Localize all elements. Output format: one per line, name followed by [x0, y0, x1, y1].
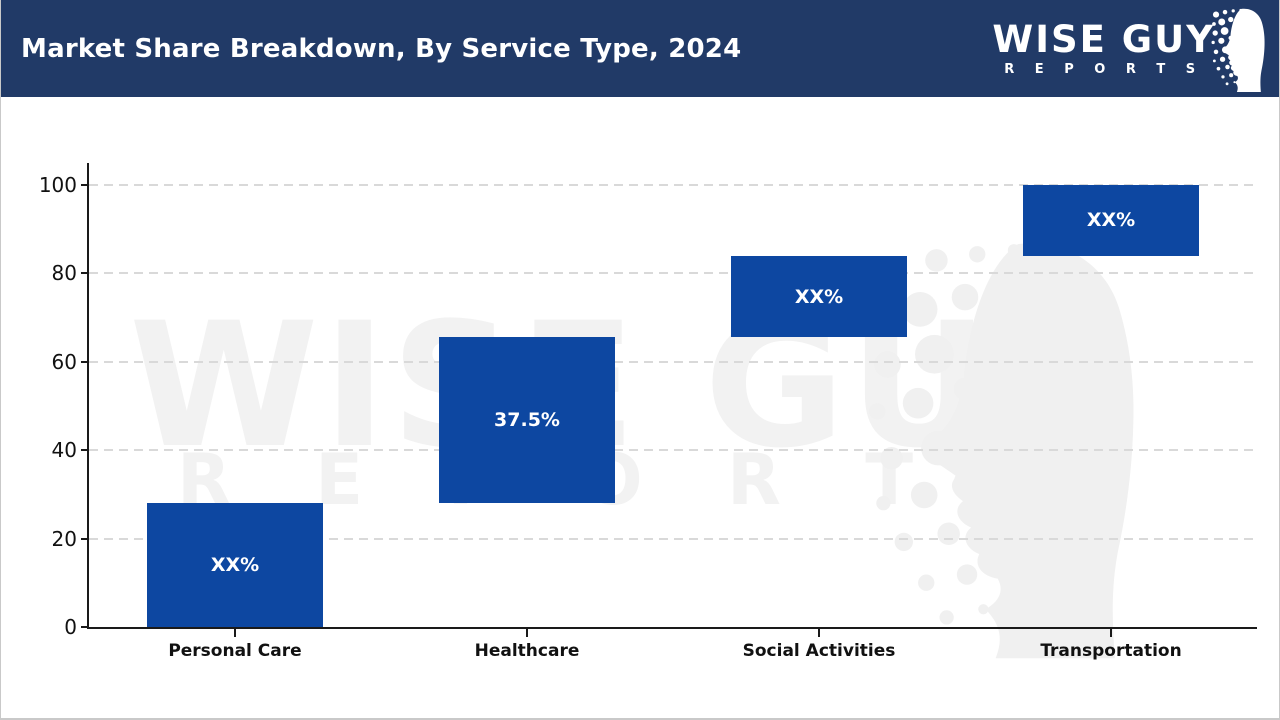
- bar-value-label: XX%: [1086, 209, 1136, 232]
- gridline-20: [89, 537, 1257, 540]
- x-tick-label-3: Transportation: [1040, 641, 1182, 661]
- bar-value-label: XX%: [794, 285, 844, 308]
- page-title: Market Share Breakdown, By Service Type,…: [21, 33, 742, 64]
- y-tick-label-80: 80: [51, 261, 77, 286]
- y-axis-spine: [87, 163, 89, 629]
- bar-transportation: XX%: [1023, 185, 1199, 256]
- y-tick-label-100: 100: [38, 173, 77, 197]
- bar-value-label: 37.5%: [494, 409, 560, 432]
- x-tick-label-1: Healthcare: [474, 641, 580, 661]
- y-tick-label-0: 0: [64, 615, 77, 639]
- bar-value-label: XX%: [210, 554, 260, 577]
- gridline-40: [89, 449, 1257, 452]
- logo-wordmark: WISE GUY: [992, 17, 1215, 61]
- brand-logo: WISE GUY R E P O R T S: [992, 6, 1279, 92]
- logo-subtext: R E P O R T S: [1004, 61, 1204, 77]
- header: Market Share Breakdown, By Service Type,…: [1, 0, 1279, 97]
- y-tick-0: [81, 626, 89, 628]
- logo-head-icon: [1211, 8, 1265, 92]
- y-tick-label-20: 20: [51, 526, 77, 551]
- y-tick-40: [81, 449, 89, 452]
- chart-area: WISE GUY R E P O R T S 0 20 40 60 80 100 XX% Pe…: [1, 97, 1280, 718]
- x-tick-1: [526, 629, 528, 637]
- y-tick-80: [81, 272, 89, 275]
- y-tick-20: [81, 537, 89, 540]
- y-tick-60: [81, 360, 89, 363]
- logo-text: WISE GUY R E P O R T S: [992, 21, 1215, 77]
- x-axis-spine: [87, 627, 1257, 629]
- x-tick-2: [818, 629, 820, 637]
- x-tick-3: [1110, 629, 1112, 637]
- gridline-100: [89, 184, 1257, 186]
- plot: 0 20 40 60 80 100 XX% Personal Care 37.5% Healthc…: [1, 97, 1280, 718]
- gridline-80: [89, 272, 1257, 275]
- x-tick-label-0: Personal Care: [168, 641, 302, 661]
- y-tick-100: [81, 184, 89, 186]
- bar-personal-care: XX%: [147, 503, 323, 627]
- x-tick-label-2: Social Activities: [742, 641, 896, 661]
- gridline-60: [89, 360, 1257, 363]
- y-tick-label-40: 40: [51, 438, 77, 463]
- bar-social-activities: XX%: [731, 255, 907, 338]
- bar-healthcare: 37.5%: [439, 337, 615, 504]
- x-tick-0: [234, 629, 236, 637]
- y-tick-label-60: 60: [51, 349, 77, 374]
